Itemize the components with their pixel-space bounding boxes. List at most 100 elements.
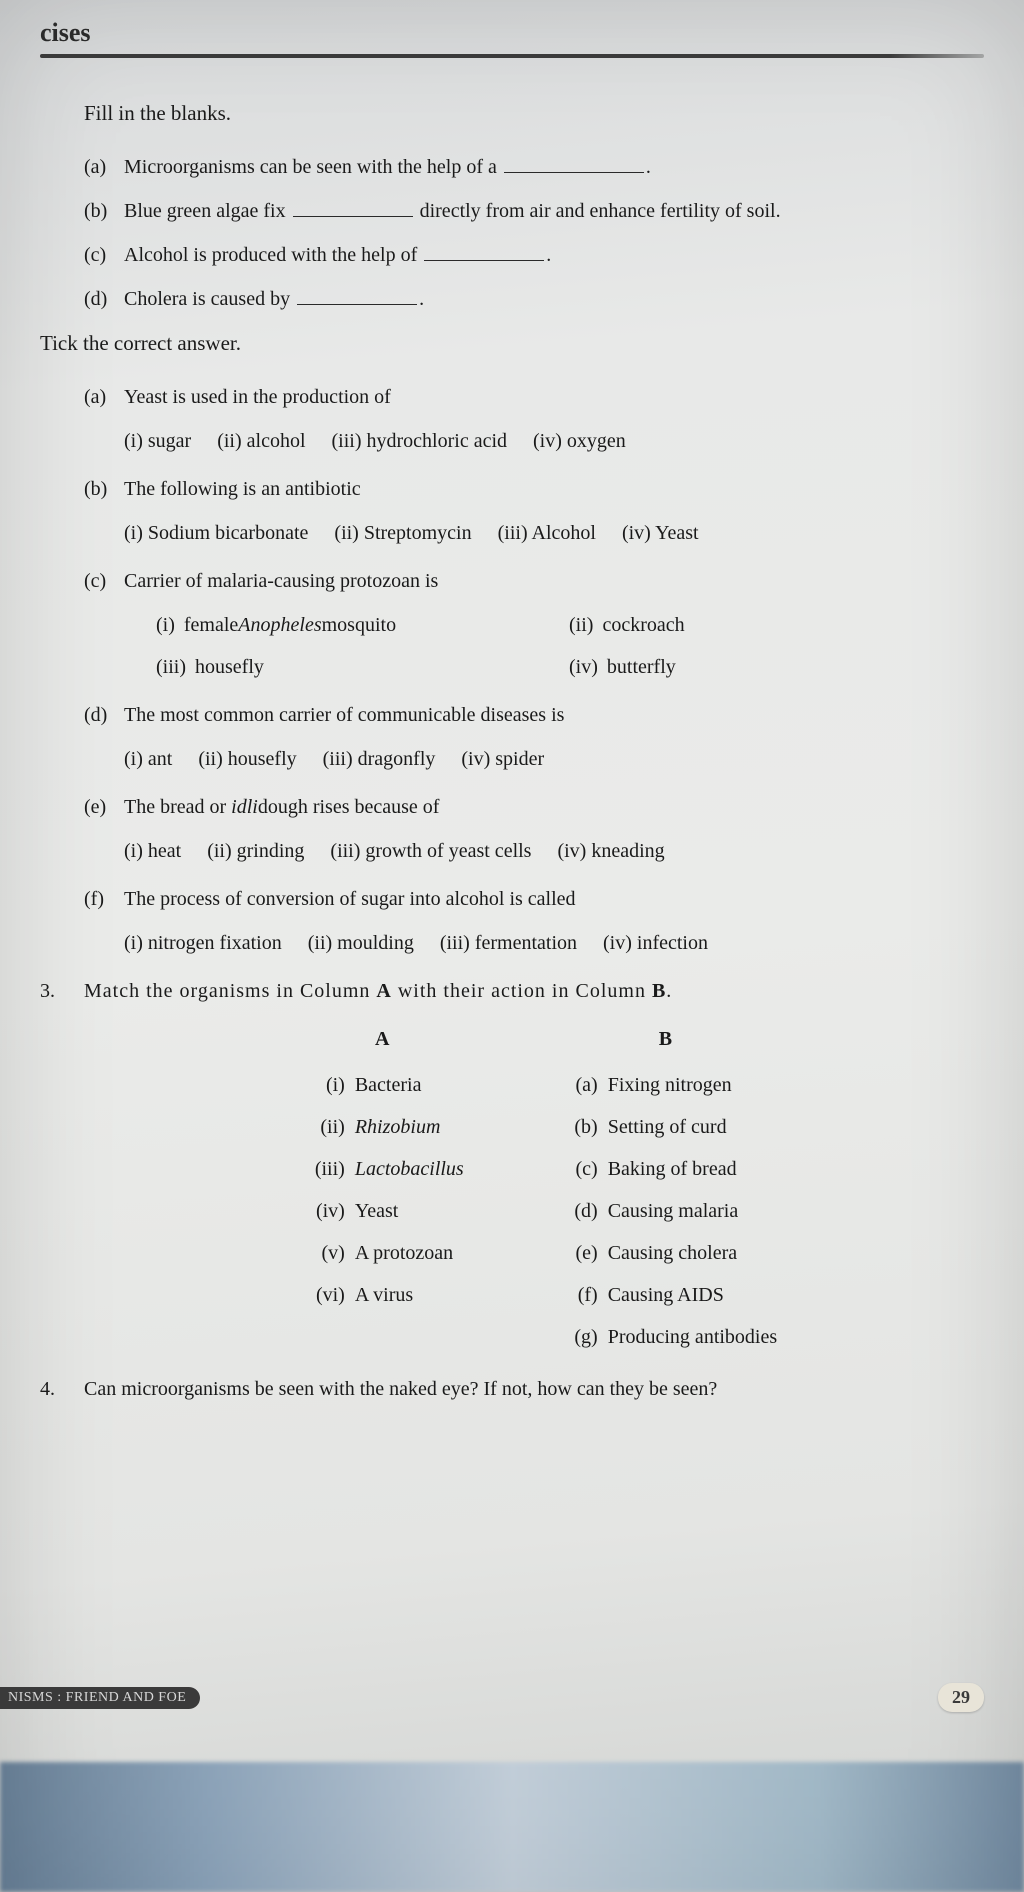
q2a-opt-ii: (ii) alcohol	[217, 422, 305, 460]
q2f-text: The process of conversion of sugar into …	[124, 880, 954, 918]
q1b: (b) Blue green algae fix directly from a…	[84, 192, 954, 230]
q2c-opt-ii-lbl: (ii)	[569, 614, 593, 636]
q2d-label: (d)	[84, 696, 124, 734]
colA-ii-lbl: (ii)	[301, 1108, 345, 1146]
q2c-opt-iii: (iii) housefly	[156, 648, 541, 686]
colA-v-lbl: (v)	[301, 1234, 345, 1272]
q3-text-c: with their action in Column	[392, 980, 646, 1002]
colA-iv-lbl: (iv)	[301, 1192, 345, 1230]
q2c-opt-iii-txt: housefly	[195, 656, 264, 678]
q3-text-d: B	[652, 980, 666, 1002]
q2e-text-b: idli	[231, 796, 258, 818]
q1b-before: Blue green algae fix	[124, 200, 286, 222]
q1d-blank	[297, 286, 417, 305]
q1b-after: directly from air and enhance fertility …	[420, 200, 781, 222]
q2e-opt-iv: (iv) kneading	[557, 832, 664, 870]
q2c-opt-iv-lbl: (iv)	[569, 656, 598, 678]
q2a-opt-i: (i) sugar	[124, 422, 191, 460]
q1a-label: (a)	[84, 148, 124, 186]
q1-heading: Fill in the blanks.	[84, 94, 954, 134]
page-number: 29	[938, 1683, 984, 1712]
q1c-label: (c)	[84, 236, 124, 274]
header-rule	[40, 54, 984, 58]
footer-chapter-label: NISMS : FRIEND AND FOE	[0, 1687, 200, 1709]
q2c-opt-i-lbl: (i)	[156, 614, 175, 636]
match-table: A (i) Bacteria (ii) Rhizobium (iii) Lactoba…	[124, 1020, 954, 1360]
q3-text-e: .	[666, 980, 672, 1002]
q1c-after: .	[546, 244, 551, 266]
q1c: (c) Alcohol is produced with the help of…	[84, 236, 954, 274]
q2c-opt-ii: (ii) cockroach	[569, 606, 954, 644]
q2c-options: (i) femaleAnophelesmosquito (ii) cockroa…	[156, 606, 954, 686]
q2a-label: (a)	[84, 378, 124, 416]
page-footer: NISMS : FRIEND AND FOE 29	[0, 1683, 1024, 1712]
q2a-opt-iv: (iv) oxygen	[533, 422, 626, 460]
match-head-b: B	[554, 1020, 777, 1058]
colB-a-txt: Fixing nitrogen	[608, 1066, 732, 1104]
q2f-opt-ii: (ii) moulding	[308, 924, 414, 962]
colA-i-lbl: (i)	[301, 1066, 345, 1104]
q2a-text: Yeast is used in the production of	[124, 378, 954, 416]
q2a-opt-iii: (iii) hydrochloric acid	[332, 422, 508, 460]
colA-v-txt: A protozoan	[355, 1234, 453, 1272]
colA-iii-txt: Lactobacillus	[355, 1150, 464, 1188]
colB-g-lbl: (g)	[554, 1318, 598, 1356]
q2c-opt-i-b: Anopheles	[238, 614, 321, 636]
q2f-opt-iii: (iii) fermentation	[440, 924, 577, 962]
q2c-text: Carrier of malaria-causing protozoan is	[124, 562, 954, 600]
q2e-opt-iii: (iii) growth of yeast cells	[330, 832, 531, 870]
q2c-opt-iii-lbl: (iii)	[156, 656, 186, 678]
q1a-blank	[504, 154, 644, 173]
colB-f-lbl: (f)	[554, 1276, 598, 1314]
colA-vi-lbl: (vi)	[301, 1276, 345, 1314]
q2a-options: (i) sugar (ii) alcohol (iii) hydrochlori…	[124, 422, 954, 460]
q2d-opt-iii: (iii) dragonfly	[323, 740, 436, 778]
match-col-a: A (i) Bacteria (ii) Rhizobium (iii) Lactoba…	[301, 1020, 464, 1360]
q1a-after: .	[646, 156, 651, 178]
content-area: Fill in the blanks. (a) Microorganisms c…	[40, 94, 984, 1408]
header-partial-word: cises	[40, 18, 984, 48]
q2e-opt-i: (i) heat	[124, 832, 181, 870]
q2b-label: (b)	[84, 470, 124, 508]
q2c-opt-i-c: mosquito	[322, 614, 396, 636]
q2f: (f) The process of conversion of sugar i…	[84, 880, 954, 918]
q2a: (a) Yeast is used in the production of	[84, 378, 954, 416]
colA-iv-txt: Yeast	[355, 1192, 399, 1230]
colB-e-lbl: (e)	[554, 1234, 598, 1272]
q3-num: 3.	[40, 972, 84, 1010]
q2c-opt-i-a: female	[184, 614, 238, 636]
q2c-opt-iv-txt: butterfly	[607, 656, 676, 678]
colA-iii-lbl: (iii)	[301, 1150, 345, 1188]
match-col-b: B (a)Fixing nitrogen (b)Setting of curd …	[554, 1020, 777, 1360]
match-head-a: A	[301, 1020, 464, 1058]
q1b-label: (b)	[84, 192, 124, 230]
colB-a-lbl: (a)	[554, 1066, 598, 1104]
q2d-opt-ii: (ii) housefly	[198, 740, 296, 778]
q2c: (c) Carrier of malaria-causing protozoan…	[84, 562, 954, 600]
q2b-text: The following is an antibiotic	[124, 470, 954, 508]
colB-e-txt: Causing cholera	[608, 1234, 737, 1272]
colA-vi-txt: A virus	[355, 1276, 413, 1314]
q2e: (e) The bread or idlidough rises because…	[84, 788, 954, 826]
q1c-blank	[424, 242, 544, 261]
q2b-options: (i) Sodium bicarbonate (ii) Streptomycin…	[124, 514, 954, 552]
q2b-opt-ii: (ii) Streptomycin	[334, 514, 471, 552]
q2-heading: Tick the correct answer.	[40, 324, 954, 364]
colA-i-txt: Bacteria	[355, 1066, 422, 1104]
colB-b-lbl: (b)	[554, 1108, 598, 1146]
q1a-before: Microorganisms can be seen with the help…	[124, 156, 497, 178]
q1a: (a) Microorganisms can be seen with the …	[84, 148, 954, 186]
q2c-label: (c)	[84, 562, 124, 600]
q2e-opt-ii: (ii) grinding	[207, 832, 304, 870]
q2d-opt-i: (i) ant	[124, 740, 172, 778]
q1d: (d) Cholera is caused by .	[84, 280, 954, 318]
colB-g-txt: Producing antibodies	[608, 1318, 777, 1356]
colB-c-lbl: (c)	[554, 1150, 598, 1188]
colB-b-txt: Setting of curd	[608, 1108, 727, 1146]
q4: 4. Can microorganisms be seen with the n…	[84, 1370, 954, 1408]
q2e-text-c: dough rises because of	[258, 796, 440, 818]
q3: 3. Match the organisms in Column A with …	[84, 972, 954, 1010]
q2b: (b) The following is an antibiotic	[84, 470, 954, 508]
q1c-before: Alcohol is produced with the help of	[124, 244, 417, 266]
colA-ii-txt: Rhizobium	[355, 1108, 441, 1146]
